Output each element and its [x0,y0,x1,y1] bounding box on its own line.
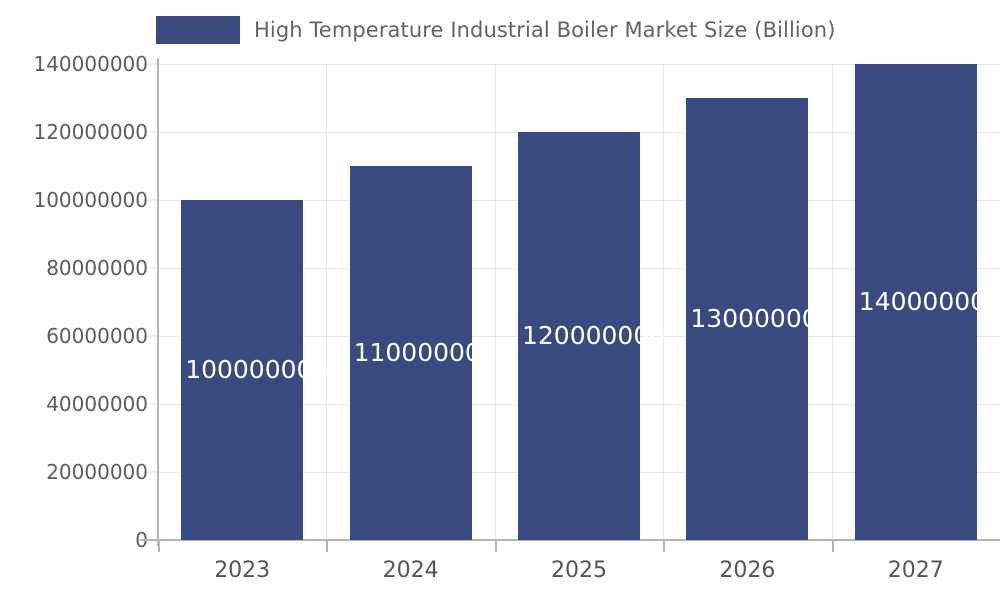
y-axis-tick-label: 120000000 [33,120,148,144]
legend-color-swatch [156,16,240,44]
legend-label: High Temperature Industrial Boiler Marke… [254,18,836,42]
y-axis-tick-mark [148,267,157,269]
x-axis-line [140,539,1000,541]
y-axis-tick-mark [148,199,157,201]
bar[interactable] [349,166,472,540]
chart-legend: High Temperature Industrial Boiler Marke… [156,15,836,45]
x-axis-tick-mark [158,541,160,552]
gridline-vertical [663,64,664,540]
y-axis-tick-label: 80000000 [46,256,148,280]
y-axis-tick-label: 100000000 [33,188,148,212]
y-axis-tick-label: 0 [0,528,148,552]
y-axis-line [157,58,159,546]
x-axis-tick-label: 2025 [551,558,607,583]
bars-layer: 100000000 110000000 120000000 130000000 1400… [158,0,1000,600]
x-axis-tick-mark [495,541,497,552]
gridline-vertical [832,64,833,540]
y-axis-tick-mark [148,471,157,473]
bar[interactable] [181,200,304,540]
y-axis-tick-label: 140000000 [33,52,148,76]
bar[interactable] [854,64,977,540]
y-axis-tick-label: 40000000 [46,392,148,416]
y-axis-tick-label: 20000000 [46,460,148,484]
x-axis-tick-mark [326,541,328,552]
x-axis-tick-label: 2026 [719,558,776,583]
x-axis-tick-label: 2023 [214,558,271,583]
gridline-horizontal [158,64,1000,65]
y-axis-tick-mark [148,403,157,405]
y-axis-tick-mark [148,63,157,65]
y-axis-tick-labels: 0 20000000 40000000 60000000 80000000 1000000… [0,0,157,600]
y-axis-tick-label: 60000000 [46,324,148,348]
x-axis-tick-label: 2024 [382,558,439,583]
x-axis-tick-mark [832,541,834,552]
gridline-vertical [326,64,327,540]
x-axis-tick-label: 2027 [887,558,944,583]
bar[interactable] [518,132,640,540]
bar[interactable] [686,98,809,540]
y-axis-tick-mark [148,131,157,133]
x-axis-tick-mark [663,541,665,552]
y-axis-tick-mark [148,335,157,337]
gridline-vertical [495,64,496,540]
